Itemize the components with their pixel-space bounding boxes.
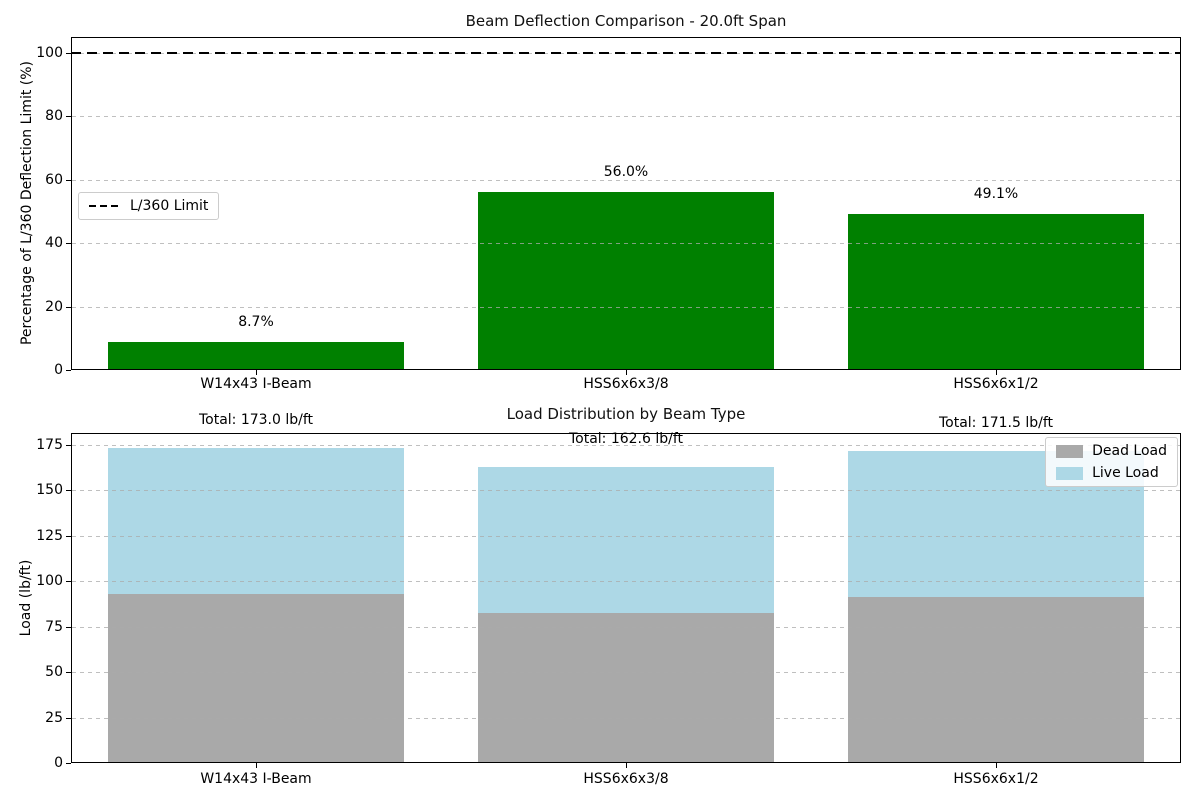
x-tick-label: HSS6x6x3/8 xyxy=(583,376,669,392)
y-tick-label: 0 xyxy=(54,362,63,378)
stacked-bar-segment xyxy=(108,448,404,594)
y-tick-label: 50 xyxy=(45,664,63,681)
y-tick-mark xyxy=(66,370,71,371)
bar-value-label: 8.7% xyxy=(238,314,274,331)
y-tick-label: 80 xyxy=(45,108,63,125)
legend-label: Live Load xyxy=(1092,465,1159,481)
y-tick-label: 25 xyxy=(45,709,63,726)
grid-line xyxy=(72,626,1180,628)
color-patch-swatch-icon xyxy=(1056,444,1084,458)
y-tick-mark xyxy=(66,179,71,181)
y-tick-label: 60 xyxy=(45,171,63,188)
grid-line xyxy=(72,490,1180,492)
y-tick-label: 175 xyxy=(36,436,63,453)
y-tick-mark xyxy=(66,490,71,492)
x-tick-mark xyxy=(256,763,257,768)
y-tick-mark xyxy=(66,581,71,583)
x-tick-mark xyxy=(996,763,997,768)
x-tick-mark xyxy=(996,370,997,375)
x-tick-label: HSS6x6x1/2 xyxy=(953,771,1039,787)
y-tick-mark xyxy=(66,52,71,54)
y-tick-mark xyxy=(66,306,71,308)
bar xyxy=(848,214,1144,369)
deflection-chart-title: Beam Deflection Comparison - 20.0ft Span xyxy=(465,12,787,30)
y-tick-label: 20 xyxy=(45,298,63,315)
legend-item: Dead Load xyxy=(1056,443,1167,459)
y-tick-mark xyxy=(66,672,71,674)
legend: Dead Load Live Load xyxy=(1045,437,1178,487)
legend: L/360 Limit xyxy=(78,192,220,220)
x-tick-label: W14x43 I-Beam xyxy=(200,376,312,392)
color-patch-swatch-icon xyxy=(1056,466,1084,480)
dashed-line-swatch-icon xyxy=(89,205,121,207)
y-tick-mark xyxy=(66,763,71,764)
stacked-bar-segment xyxy=(478,467,774,613)
y-tick-label: 150 xyxy=(36,482,63,499)
grid-line xyxy=(72,672,1180,674)
grid-line xyxy=(72,717,1180,719)
grid-line xyxy=(72,535,1180,537)
bar-value-label: 56.0% xyxy=(603,164,649,181)
reference-line xyxy=(71,51,1181,54)
x-tick-mark xyxy=(626,763,627,768)
y-tick-label: 100 xyxy=(36,44,63,61)
y-tick-label: 0 xyxy=(54,755,63,771)
grid-line xyxy=(72,179,1180,181)
grid-line xyxy=(72,444,1180,446)
load-chart-title: Load Distribution by Beam Type xyxy=(506,405,746,423)
x-tick-label: HSS6x6x3/8 xyxy=(583,771,669,787)
x-tick-mark xyxy=(256,370,257,375)
legend-label: Dead Load xyxy=(1092,443,1167,459)
grid-line xyxy=(72,306,1180,308)
grid-line xyxy=(72,116,1180,118)
legend-item: Live Load xyxy=(1056,465,1167,481)
grid-line xyxy=(72,243,1180,245)
total-label: Total: 162.6 lb/ft xyxy=(568,431,684,448)
bar xyxy=(108,342,404,369)
legend-item: L/360 Limit xyxy=(89,198,208,214)
y-tick-mark xyxy=(66,626,71,628)
total-label: Total: 173.0 lb/ft xyxy=(198,412,314,429)
y-tick-mark xyxy=(66,116,71,118)
legend-label: L/360 Limit xyxy=(130,198,209,214)
y-tick-mark xyxy=(66,444,71,446)
y-tick-mark xyxy=(66,243,71,245)
bar xyxy=(478,192,774,369)
y-tick-label: 40 xyxy=(45,235,63,252)
y-tick-label: 75 xyxy=(45,618,63,635)
x-tick-label: W14x43 I-Beam xyxy=(200,771,312,787)
stacked-bar-segment xyxy=(108,593,404,762)
stacked-bar-segment xyxy=(848,596,1144,762)
bar-value-label: 49.1% xyxy=(973,186,1019,203)
y-tick-label: 125 xyxy=(36,527,63,544)
y-tick-label: 100 xyxy=(36,573,63,590)
x-tick-label: HSS6x6x1/2 xyxy=(953,376,1039,392)
x-tick-mark xyxy=(626,370,627,375)
y-tick-mark xyxy=(66,717,71,719)
stacked-bar-segment xyxy=(478,612,774,762)
y-tick-mark xyxy=(66,535,71,537)
grid-line xyxy=(72,581,1180,583)
total-label: Total: 171.5 lb/ft xyxy=(938,415,1054,432)
